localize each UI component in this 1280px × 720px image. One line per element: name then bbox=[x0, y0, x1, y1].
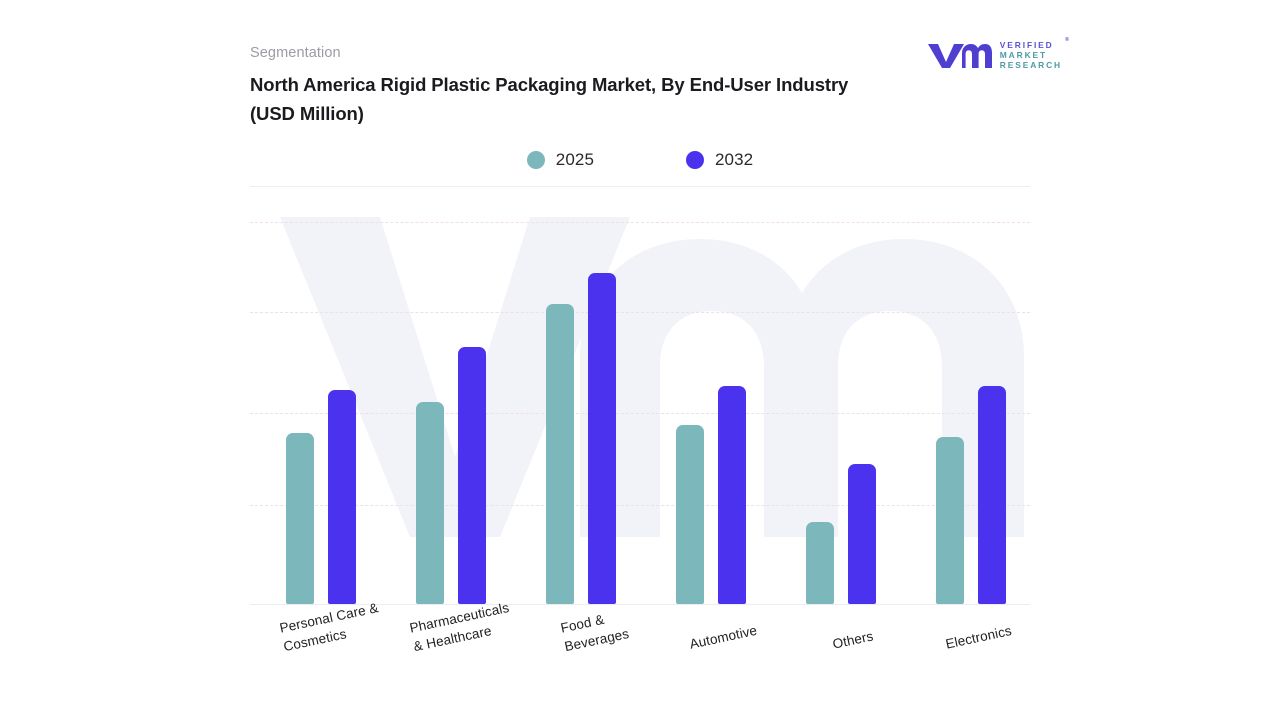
eyebrow-label: Segmentation bbox=[250, 45, 341, 61]
x-axis-label-food-beverages: Food & Beverages bbox=[559, 611, 631, 654]
bar-2032-automotive[interactable] bbox=[718, 386, 746, 604]
logo-line-verified: VERIFIED ® bbox=[999, 37, 1069, 51]
x-axis-baseline bbox=[250, 604, 1030, 605]
x-axis-label-others: Others bbox=[831, 628, 875, 652]
bar-2025-food-beverages[interactable] bbox=[546, 304, 574, 604]
logo-line-market: MARKET bbox=[999, 50, 1048, 61]
vmr-watermark-icon bbox=[280, 217, 1024, 537]
bar-2032-personal-care-cosmetics[interactable] bbox=[328, 390, 356, 604]
bar-2025-automotive[interactable] bbox=[676, 425, 704, 604]
legend-label: 2025 bbox=[555, 150, 594, 169]
gridline bbox=[250, 222, 1030, 223]
gridline bbox=[250, 505, 1030, 506]
x-axis-label-pharmaceuticals-healthcare: Pharmaceuticals & Healthcare bbox=[408, 599, 511, 654]
x-axis-label-electronics: Electronics bbox=[944, 623, 1014, 652]
plot-area bbox=[250, 215, 1030, 605]
legend-item-2032[interactable]: 2032 bbox=[686, 150, 753, 170]
bar-2032-food-beverages[interactable] bbox=[588, 273, 616, 604]
legend-swatch-icon bbox=[526, 151, 545, 169]
bar-2032-pharmaceuticals-healthcare[interactable] bbox=[458, 347, 486, 604]
bar-2025-others[interactable] bbox=[806, 522, 834, 604]
bar-2032-electronics[interactable] bbox=[978, 386, 1006, 604]
plot-inner bbox=[250, 215, 1030, 605]
legend-divider bbox=[250, 186, 1030, 187]
bar-2032-others[interactable] bbox=[848, 464, 876, 604]
legend-label: 2032 bbox=[715, 150, 754, 169]
chart-legend: 2025 2032 bbox=[250, 150, 1030, 170]
x-axis-labels: Personal Care & Cosmetics Pharmaceuticals… bbox=[250, 600, 1030, 698]
bar-2025-electronics[interactable] bbox=[936, 437, 964, 604]
bar-2025-pharmaceuticals-healthcare[interactable] bbox=[416, 402, 444, 604]
gridline bbox=[250, 413, 1030, 414]
verified-market-research-logo: VERIFIED ® MARKET RESEARCH bbox=[926, 37, 1069, 71]
vmr-logo-icon bbox=[927, 44, 992, 68]
x-axis-label-automotive: Automotive bbox=[687, 622, 758, 652]
bar-2025-personal-care-cosmetics[interactable] bbox=[286, 433, 314, 604]
logo-wordmark: VERIFIED ® MARKET RESEARCH bbox=[999, 37, 1069, 71]
legend-swatch-icon bbox=[686, 151, 704, 169]
chart-header: Segmentation North America Rigid Plastic… bbox=[250, 45, 1030, 129]
x-axis-label-personal-care-cosmetics: Personal Care & Cosmetics bbox=[278, 600, 380, 654]
registered-mark-icon: ® bbox=[1064, 37, 1069, 44]
legend-item-2025[interactable]: 2025 bbox=[526, 150, 594, 170]
gridline bbox=[250, 312, 1030, 313]
page-title: North America Rigid Plastic Packaging Ma… bbox=[250, 74, 849, 125]
logo-line-research: RESEARCH bbox=[999, 60, 1062, 71]
